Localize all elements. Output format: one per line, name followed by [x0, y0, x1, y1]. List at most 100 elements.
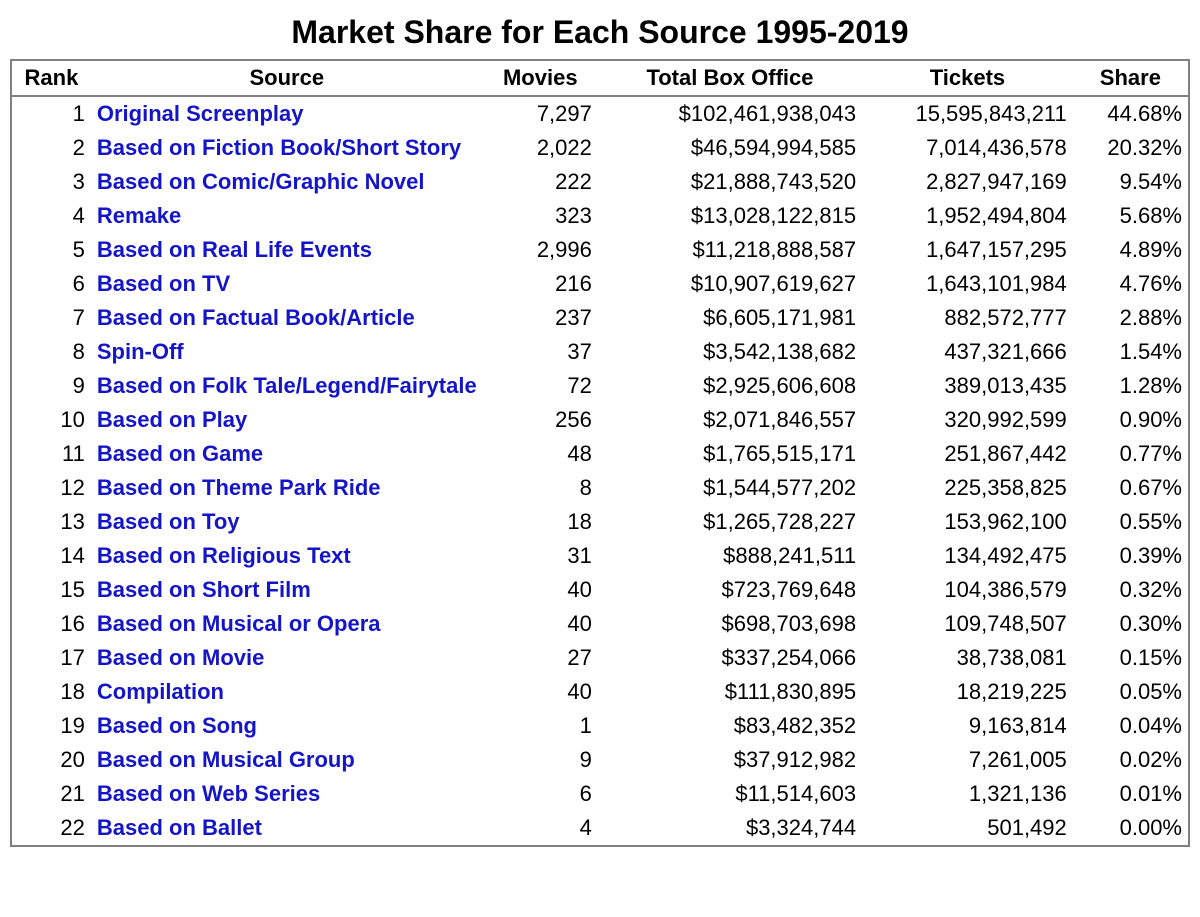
table-row: 10Based on Play256$2,071,846,557320,992,… [11, 403, 1189, 437]
source-link[interactable]: Based on Real Life Events [97, 237, 372, 262]
cell-tickets: 134,492,475 [862, 539, 1073, 573]
cell-box-office: $723,769,648 [598, 573, 862, 607]
cell-box-office: $3,542,138,682 [598, 335, 862, 369]
source-link[interactable]: Based on Comic/Graphic Novel [97, 169, 425, 194]
source-link[interactable]: Based on Musical or Opera [97, 611, 381, 636]
col-header-rank: Rank [11, 60, 91, 96]
cell-tickets: 1,952,494,804 [862, 199, 1073, 233]
source-link[interactable]: Based on Movie [97, 645, 264, 670]
cell-box-office: $2,925,606,608 [598, 369, 862, 403]
cell-share: 4.76% [1073, 267, 1189, 301]
source-link[interactable]: Based on Religious Text [97, 543, 351, 568]
cell-share: 0.39% [1073, 539, 1189, 573]
cell-source: Based on Song [91, 709, 483, 743]
cell-box-office: $11,514,603 [598, 777, 862, 811]
table-row: 15Based on Short Film40$723,769,648104,3… [11, 573, 1189, 607]
source-link[interactable]: Based on Musical Group [97, 747, 355, 772]
cell-source: Based on Web Series [91, 777, 483, 811]
cell-tickets: 38,738,081 [862, 641, 1073, 675]
table-row: 8Spin-Off37$3,542,138,682437,321,6661.54… [11, 335, 1189, 369]
cell-rank: 8 [11, 335, 91, 369]
cell-source: Based on Real Life Events [91, 233, 483, 267]
cell-source: Spin-Off [91, 335, 483, 369]
cell-rank: 3 [11, 165, 91, 199]
source-link[interactable]: Based on Song [97, 713, 257, 738]
cell-movies: 237 [483, 301, 598, 335]
source-link[interactable]: Based on Fiction Book/Short Story [97, 135, 461, 160]
cell-box-office: $1,265,728,227 [598, 505, 862, 539]
table-row: 19Based on Song1$83,482,3529,163,8140.04… [11, 709, 1189, 743]
source-link[interactable]: Based on Theme Park Ride [97, 475, 381, 500]
source-link[interactable]: Original Screenplay [97, 101, 304, 126]
cell-rank: 12 [11, 471, 91, 505]
cell-tickets: 9,163,814 [862, 709, 1073, 743]
cell-tickets: 320,992,599 [862, 403, 1073, 437]
cell-movies: 323 [483, 199, 598, 233]
cell-source: Based on Ballet [91, 811, 483, 846]
cell-tickets: 15,595,843,211 [862, 96, 1073, 131]
cell-share: 0.32% [1073, 573, 1189, 607]
source-link[interactable]: Based on Ballet [97, 815, 262, 840]
table-row: 21Based on Web Series6$11,514,6031,321,1… [11, 777, 1189, 811]
source-link[interactable]: Based on Play [97, 407, 247, 432]
table-row: 18Compilation40$111,830,89518,219,2250.0… [11, 675, 1189, 709]
cell-movies: 1 [483, 709, 598, 743]
cell-source: Based on Movie [91, 641, 483, 675]
cell-share: 4.89% [1073, 233, 1189, 267]
cell-rank: 19 [11, 709, 91, 743]
cell-movies: 7,297 [483, 96, 598, 131]
table-row: 14Based on Religious Text31$888,241,5111… [11, 539, 1189, 573]
source-link[interactable]: Remake [97, 203, 181, 228]
source-link[interactable]: Based on Factual Book/Article [97, 305, 415, 330]
table-row: 6Based on TV216$10,907,619,6271,643,101,… [11, 267, 1189, 301]
cell-tickets: 389,013,435 [862, 369, 1073, 403]
table-row: 4Remake323$13,028,122,8151,952,494,8045.… [11, 199, 1189, 233]
cell-box-office: $3,324,744 [598, 811, 862, 846]
cell-box-office: $10,907,619,627 [598, 267, 862, 301]
source-link[interactable]: Spin-Off [97, 339, 184, 364]
table-row: 3Based on Comic/Graphic Novel222$21,888,… [11, 165, 1189, 199]
source-link[interactable]: Based on Toy [97, 509, 240, 534]
cell-source: Based on Factual Book/Article [91, 301, 483, 335]
table-row: 17Based on Movie27$337,254,06638,738,081… [11, 641, 1189, 675]
cell-rank: 17 [11, 641, 91, 675]
cell-tickets: 882,572,777 [862, 301, 1073, 335]
source-link[interactable]: Based on Folk Tale/Legend/Fairytale [97, 373, 477, 398]
cell-rank: 13 [11, 505, 91, 539]
cell-box-office: $13,028,122,815 [598, 199, 862, 233]
cell-box-office: $37,912,982 [598, 743, 862, 777]
cell-rank: 1 [11, 96, 91, 131]
cell-share: 1.28% [1073, 369, 1189, 403]
source-link[interactable]: Based on Web Series [97, 781, 320, 806]
cell-movies: 31 [483, 539, 598, 573]
source-link[interactable]: Based on Game [97, 441, 263, 466]
cell-rank: 21 [11, 777, 91, 811]
cell-box-office: $1,544,577,202 [598, 471, 862, 505]
cell-rank: 9 [11, 369, 91, 403]
cell-movies: 256 [483, 403, 598, 437]
cell-tickets: 225,358,825 [862, 471, 1073, 505]
source-link[interactable]: Compilation [97, 679, 224, 704]
cell-share: 0.05% [1073, 675, 1189, 709]
cell-tickets: 153,962,100 [862, 505, 1073, 539]
source-link[interactable]: Based on Short Film [97, 577, 311, 602]
cell-share: 5.68% [1073, 199, 1189, 233]
cell-source: Based on Musical or Opera [91, 607, 483, 641]
cell-box-office: $21,888,743,520 [598, 165, 862, 199]
cell-source: Based on Musical Group [91, 743, 483, 777]
table-row: 11Based on Game48$1,765,515,171251,867,4… [11, 437, 1189, 471]
cell-tickets: 1,647,157,295 [862, 233, 1073, 267]
cell-box-office: $46,594,994,585 [598, 131, 862, 165]
table-header-row: Rank Source Movies Total Box Office Tick… [11, 60, 1189, 96]
cell-rank: 14 [11, 539, 91, 573]
col-header-source: Source [91, 60, 483, 96]
cell-movies: 18 [483, 505, 598, 539]
source-link[interactable]: Based on TV [97, 271, 230, 296]
cell-source: Based on Religious Text [91, 539, 483, 573]
cell-rank: 20 [11, 743, 91, 777]
cell-rank: 15 [11, 573, 91, 607]
cell-rank: 16 [11, 607, 91, 641]
cell-movies: 2,996 [483, 233, 598, 267]
cell-movies: 8 [483, 471, 598, 505]
cell-movies: 72 [483, 369, 598, 403]
